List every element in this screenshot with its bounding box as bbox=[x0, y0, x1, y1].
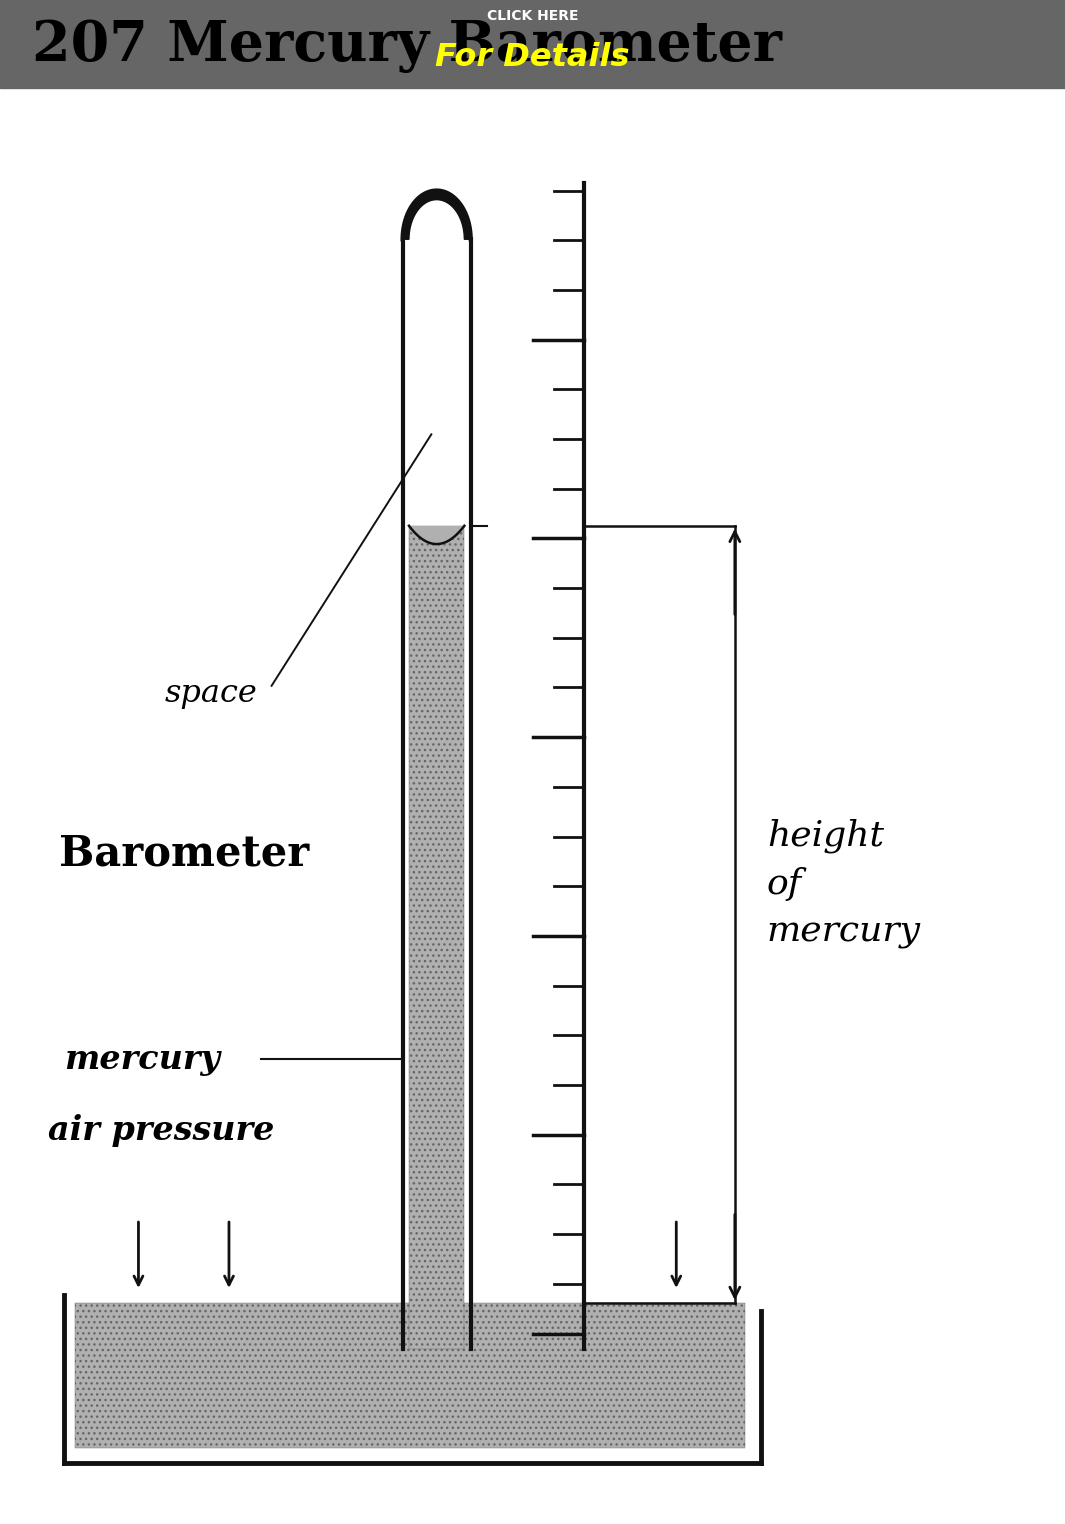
Text: air pressure: air pressure bbox=[48, 1114, 275, 1148]
Bar bbox=[409, 526, 464, 1349]
Bar bbox=[0, 0, 1065, 88]
Text: For Details: For Details bbox=[436, 43, 629, 73]
Bar bbox=[75, 1303, 746, 1448]
Text: space: space bbox=[165, 678, 258, 709]
Text: height
of
mercury: height of mercury bbox=[767, 818, 921, 949]
Text: CLICK HERE: CLICK HERE bbox=[487, 9, 578, 23]
Text: Barometer: Barometer bbox=[59, 832, 309, 875]
Polygon shape bbox=[403, 190, 471, 239]
Bar bbox=[409, 236, 464, 526]
Polygon shape bbox=[403, 190, 471, 239]
Text: 207 Mercury Barometer: 207 Mercury Barometer bbox=[32, 18, 782, 73]
Bar bbox=[75, 1303, 746, 1448]
Text: mercury: mercury bbox=[64, 1042, 219, 1076]
Bar bbox=[409, 526, 464, 1349]
